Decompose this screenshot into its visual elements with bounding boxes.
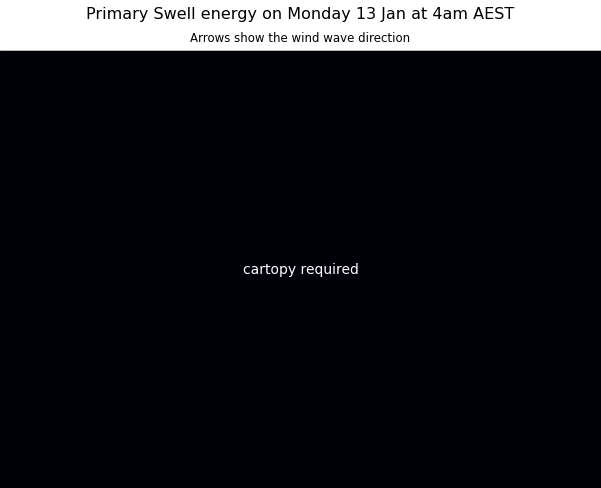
Text: Primary Swell energy on Monday 13 Jan at 4am AEST: Primary Swell energy on Monday 13 Jan at… [87,7,514,22]
Text: cartopy required: cartopy required [243,263,358,277]
Text: Arrows show the wind wave direction: Arrows show the wind wave direction [191,32,410,45]
